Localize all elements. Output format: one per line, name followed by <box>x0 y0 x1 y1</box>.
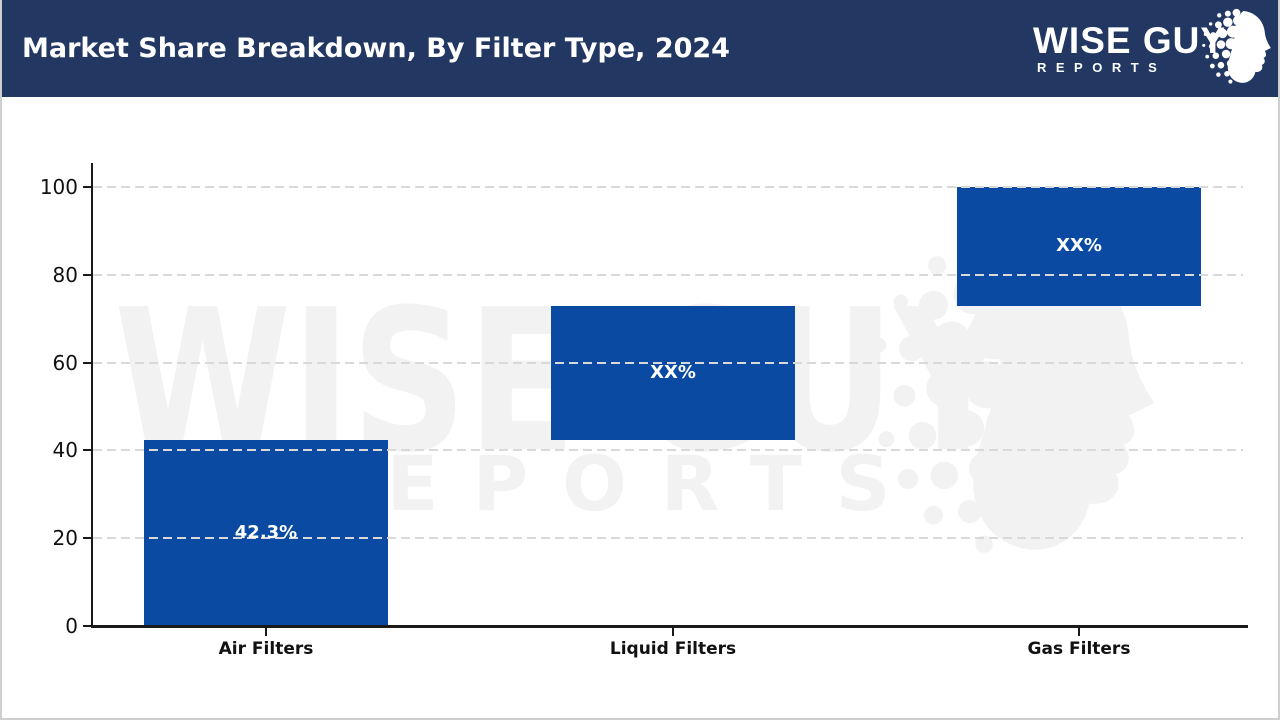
y-tick-label: 100 <box>39 175 78 199</box>
logo-face-icon <box>1190 4 1276 92</box>
y-tick-mark-60 <box>83 361 91 364</box>
y-tick-mark-100 <box>83 186 91 188</box>
bar-value-label: 42.3% <box>234 522 298 544</box>
gridline-40 <box>93 449 1243 452</box>
x-tick-label: Gas Filters <box>1027 639 1131 659</box>
y-axis-line <box>91 163 93 627</box>
y-tick-label: 60 <box>52 350 78 375</box>
bar-value-label: XX% <box>650 362 696 384</box>
x-tick-label: Air Filters <box>218 639 314 659</box>
x-tick-mark <box>1078 628 1080 636</box>
y-tick-label: 40 <box>52 438 78 463</box>
y-tick-mark-80 <box>83 273 91 276</box>
header-bar: Market Share Breakdown, By Filter Type, … <box>2 0 1278 97</box>
page-title: Market Share Breakdown, By Filter Type, … <box>22 33 730 64</box>
y-tick-label: 80 <box>52 262 78 287</box>
x-tick-mark <box>265 628 267 636</box>
logo-text-line1: WISE GUY <box>1033 20 1227 61</box>
x-tick-mark <box>672 628 674 636</box>
gridline-60 <box>93 361 1243 364</box>
gridline-80 <box>93 273 1243 276</box>
gridline-100 <box>93 186 1243 188</box>
x-tick-label: Liquid Filters <box>609 639 737 659</box>
y-tick-mark-20 <box>83 537 91 540</box>
y-tick-label: 20 <box>52 526 78 551</box>
gridline-20 <box>93 537 1243 540</box>
bar-value-label: XX% <box>1056 235 1102 257</box>
x-axis-line <box>91 625 1248 628</box>
bar-liquid-filters <box>551 305 795 441</box>
y-tick-mark-0 <box>83 625 91 627</box>
wiseguy-logo: WISE GUY REPORTS <box>1025 0 1271 97</box>
y-tick-mark-40 <box>83 449 91 452</box>
logo-text-line2: REPORTS <box>1037 60 1167 75</box>
y-tick-label: 0 <box>65 614 78 638</box>
bar-air-filters <box>144 440 388 626</box>
